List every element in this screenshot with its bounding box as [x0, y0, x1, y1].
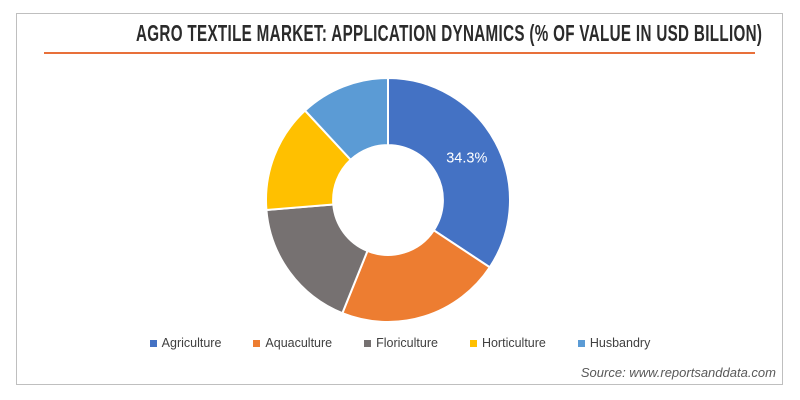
legend-label: Aquaculture: [265, 336, 333, 350]
pie-slice-floriculture: [265, 203, 369, 315]
legend-label: Horticulture: [481, 336, 546, 350]
legend-item-floriculture: Floriculture: [364, 336, 438, 350]
legend-swatch-icon: [149, 339, 157, 347]
data-label-agriculture: 34.3%: [446, 151, 487, 167]
legend-swatch-icon: [253, 339, 261, 347]
legend-item-aquaculture: Aquaculture: [253, 336, 332, 350]
chart-frame: [16, 13, 783, 385]
pie-slice-husbandry: [303, 76, 389, 162]
legend-label: Floriculture: [376, 336, 438, 350]
source-text: Source: www.reportsanddata.com: [580, 365, 776, 380]
chart-legend: Agriculture Aquaculture Floriculture Hortic…: [0, 336, 800, 350]
legend-item-horticulture: Horticulture: [469, 336, 546, 350]
legend-item-husbandry: Husbandry: [577, 336, 651, 350]
chart-title: AGRO TEXTILE MARKET: APPLICATION DYNAMIC…: [136, 20, 763, 46]
legend-swatch-icon: [469, 339, 477, 347]
title-underline: [44, 52, 755, 54]
pie-slice-aquaculture: [341, 228, 492, 323]
pie-slice-agriculture: [387, 76, 511, 269]
legend-item-agriculture: Agriculture: [149, 336, 222, 350]
legend-swatch-icon: [364, 339, 372, 347]
legend-label: Agriculture: [161, 336, 222, 350]
legend-label: Husbandry: [589, 336, 651, 350]
legend-swatch-icon: [577, 339, 585, 347]
